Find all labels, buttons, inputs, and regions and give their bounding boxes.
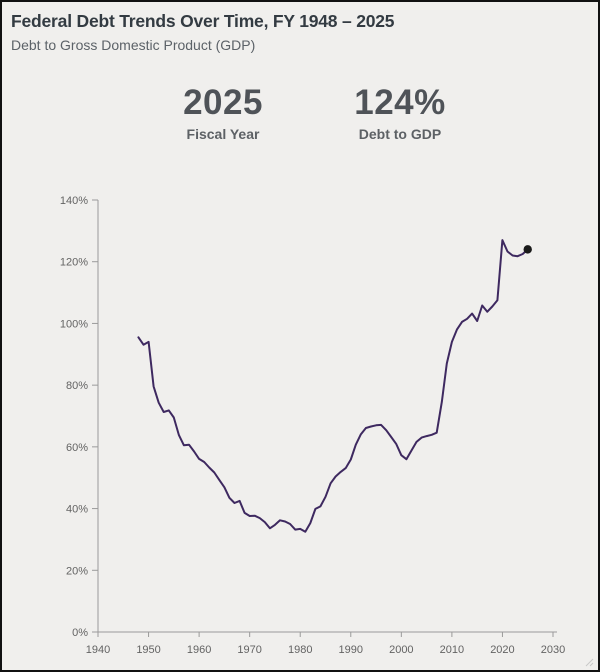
x-tick-label: 1960 bbox=[187, 644, 211, 656]
x-tick-label: 1940 bbox=[86, 644, 110, 656]
y-tick-label: 20% bbox=[66, 565, 88, 577]
x-tick-label: 1980 bbox=[288, 644, 312, 656]
x-tick-label: 1990 bbox=[339, 644, 363, 656]
fiscal-year-label: Fiscal Year bbox=[186, 126, 260, 142]
y-tick-label: 120% bbox=[60, 257, 88, 269]
stat-debt-to-gdp: 124% Debt to GDP bbox=[320, 83, 480, 142]
y-tick-label: 0% bbox=[72, 627, 88, 639]
resize-grip-icon bbox=[589, 662, 594, 667]
x-tick-label: 1950 bbox=[136, 644, 160, 656]
x-tick-label: 2030 bbox=[541, 644, 565, 656]
fiscal-year-value: 2025 bbox=[183, 83, 263, 122]
y-tick-label: 140% bbox=[60, 195, 88, 207]
x-tick-label: 2020 bbox=[490, 644, 514, 656]
y-tick-label: 40% bbox=[66, 504, 88, 516]
y-tick-label: 80% bbox=[66, 380, 88, 392]
stat-fiscal-year: 2025 Fiscal Year bbox=[143, 83, 303, 142]
y-tick-label: 60% bbox=[66, 442, 88, 454]
latest-value-dot bbox=[523, 245, 532, 254]
debt-to-gdp-value: 124% bbox=[354, 83, 446, 122]
page-subtitle: Debt to Gross Domestic Product (GDP) bbox=[11, 37, 256, 53]
x-tick-label: 1970 bbox=[237, 644, 261, 656]
x-tick-label: 2000 bbox=[389, 644, 413, 656]
debt-to-gdp-line bbox=[137, 239, 529, 533]
resize-grip-icon bbox=[585, 658, 594, 667]
debt-to-gdp-label: Debt to GDP bbox=[358, 126, 442, 142]
page-title: Federal Debt Trends Over Time, FY 1948 –… bbox=[11, 11, 395, 31]
x-tick-label: 2010 bbox=[440, 644, 464, 656]
y-tick-label: 100% bbox=[60, 318, 88, 330]
